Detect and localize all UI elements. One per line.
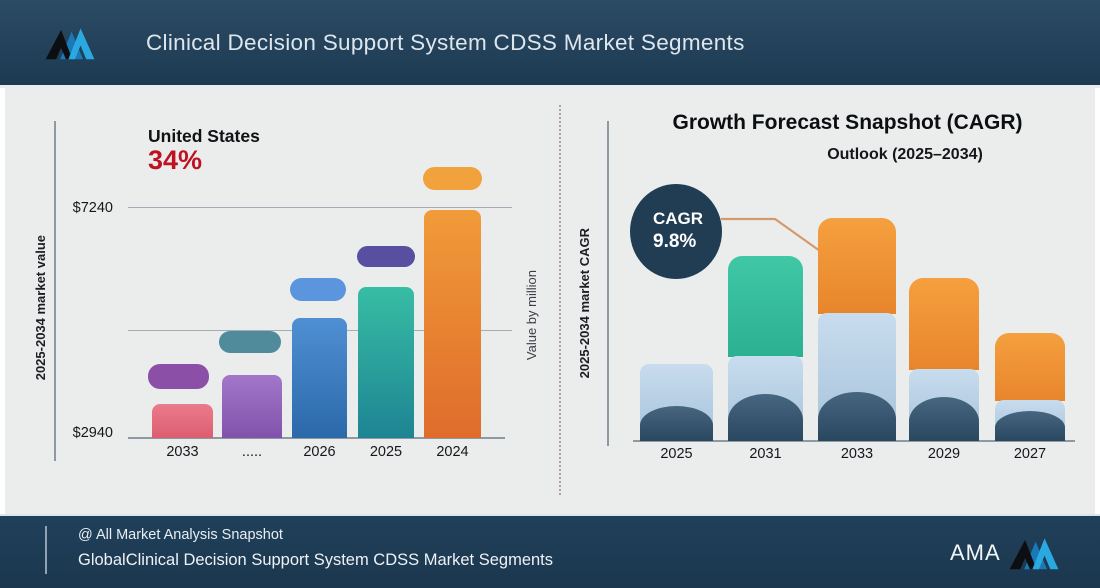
right-bar-2025-dome xyxy=(640,406,713,441)
header-bar: Clinical Decision Support System CDSS Ma… xyxy=(0,0,1100,88)
ytick-bottom: $2940 xyxy=(72,425,113,441)
right-xtick-2025: 2025 xyxy=(660,446,693,462)
footer-caption: GlobalClinical Decision Support System C… xyxy=(78,551,554,569)
cagr-badge-label: CAGR xyxy=(653,209,704,229)
page-title: Clinical Decision Support System CDSS Ma… xyxy=(146,29,745,55)
left-xtick-2025: 2025 xyxy=(369,444,403,460)
footer-divider-line xyxy=(45,526,47,574)
left-bar-cap-2025 xyxy=(357,246,415,267)
right-y-axis xyxy=(607,121,609,446)
gridline-7240 xyxy=(128,207,512,208)
left-bar-cap-2033 xyxy=(148,364,209,389)
left-bar-2026 xyxy=(292,318,347,438)
left-xtick-2033: 2033 xyxy=(166,444,199,460)
left-xtick-2024: 2024 xyxy=(436,444,469,460)
right-edge-border xyxy=(1095,88,1100,514)
left-right-axis-label: Value by million xyxy=(524,270,539,361)
right-chart-subtitle: Outlook (2025–2034) xyxy=(827,146,983,163)
left-bar-2025 xyxy=(358,287,414,438)
left-xtick-.....: ..... xyxy=(241,444,263,460)
right-chart-title: Growth Forecast Snapshot (CAGR) xyxy=(672,111,1023,134)
left-chart-annotation: 34% xyxy=(148,145,203,175)
right-bar-2027-dome xyxy=(995,411,1065,441)
footer-brand-text: AMA xyxy=(950,540,1001,565)
right-x-axis xyxy=(633,440,1075,442)
ama-logo-icon xyxy=(45,27,95,59)
right-y-axis-label: 2025-2034 market CAGR xyxy=(577,228,592,379)
right-bar-2033-orangeR xyxy=(818,218,896,314)
right-xtick-2027: 2027 xyxy=(1013,446,1047,462)
left-bar-..... xyxy=(222,375,282,438)
chart-layer: 2025-2034 market value United States 34%… xyxy=(0,88,1100,514)
left-bar-cap-2024 xyxy=(423,167,482,190)
cagr-badge: CAGR 9.8% xyxy=(630,184,722,279)
right-bar-2029-dome xyxy=(909,397,979,441)
footer-bar: @ All Market Analysis Snapshot GlobalCli… xyxy=(0,514,1100,588)
right-bar-2033-dome xyxy=(818,392,896,441)
footer-note: @ All Market Analysis Snapshot xyxy=(78,527,283,543)
cagr-badge-value: 9.8% xyxy=(653,230,697,252)
right-xtick-2031: 2031 xyxy=(749,446,782,462)
right-bar-2031-dome xyxy=(728,394,803,441)
left-y-axis-label: 2025-2034 market value xyxy=(33,235,48,381)
right-xtick-2033: 2033 xyxy=(840,446,874,462)
right-bar-2027-orangeR xyxy=(995,333,1065,401)
left-x-axis xyxy=(128,437,505,439)
left-y-axis xyxy=(54,121,56,461)
right-bar-2029-orangeR xyxy=(909,278,979,370)
ytick-top: $7240 xyxy=(72,200,113,216)
left-edge-border xyxy=(0,88,5,514)
right-xtick-2029: 2029 xyxy=(927,446,961,462)
panel-divider xyxy=(559,105,561,495)
footer-ama-logo-icon xyxy=(1009,538,1059,570)
left-xtick-2026: 2026 xyxy=(303,444,336,460)
left-bar-cap-2026 xyxy=(290,278,346,301)
left-bar-cap-..... xyxy=(219,331,281,353)
left-bar-2024 xyxy=(424,210,481,438)
right-bar-2031-green xyxy=(728,256,803,357)
left-bar-2033 xyxy=(152,404,213,438)
left-chart-title: United States xyxy=(148,126,260,146)
